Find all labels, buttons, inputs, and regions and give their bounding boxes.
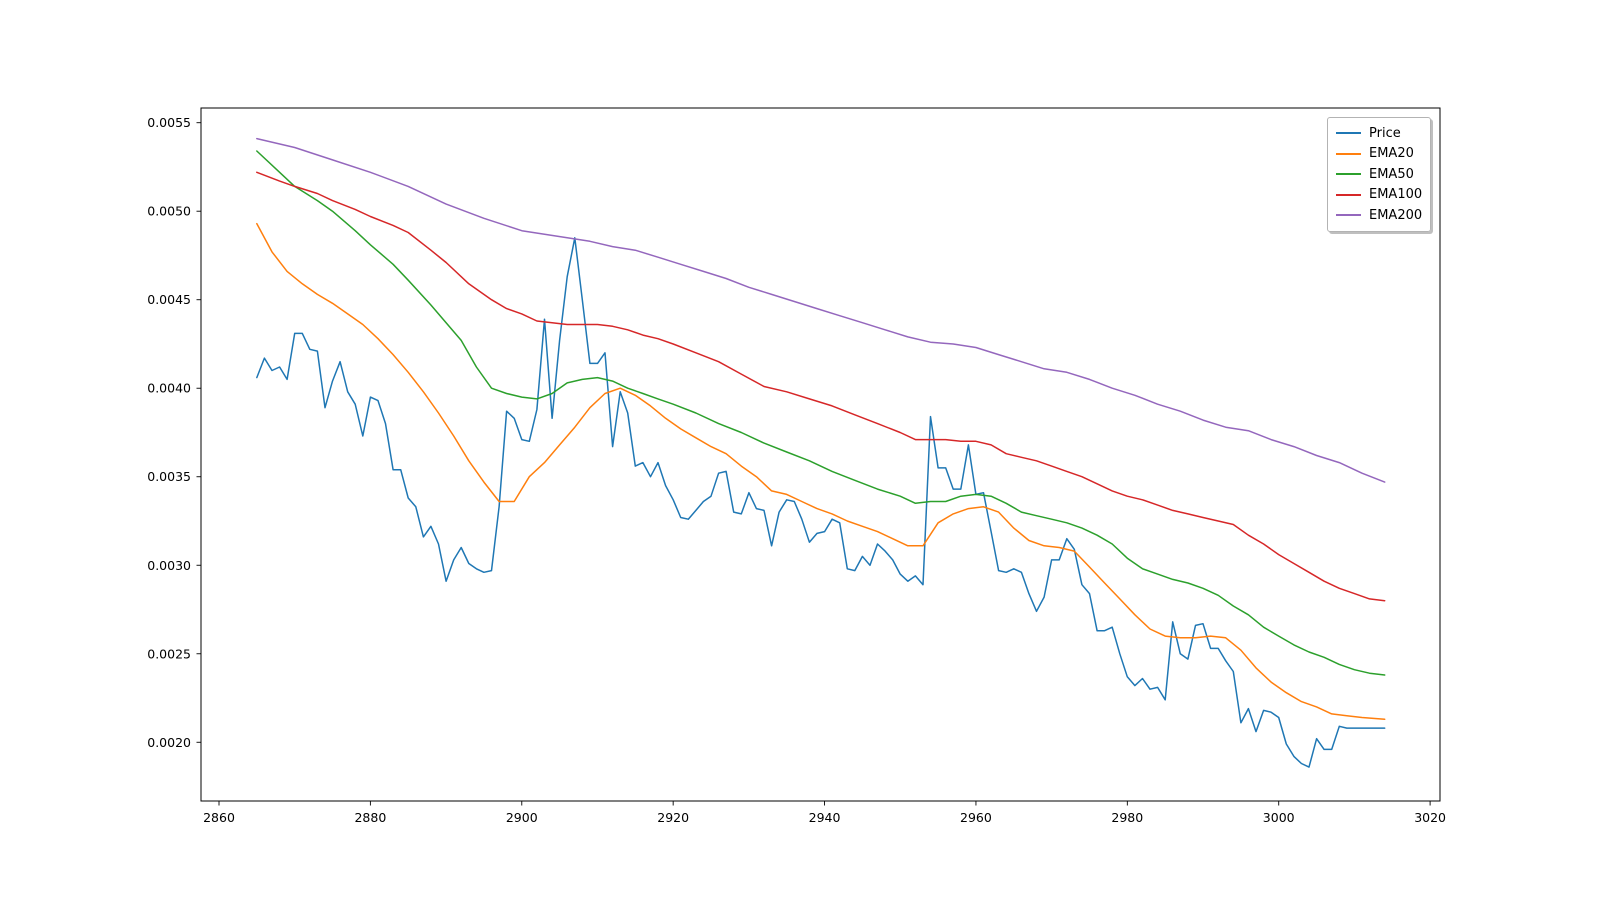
y-tick-label: 0.0025 bbox=[147, 646, 191, 661]
x-tick-label: 2900 bbox=[506, 810, 538, 825]
series-line-ema200 bbox=[256, 137, 1386, 483]
y-tick-label: 0.0055 bbox=[147, 115, 191, 130]
legend-entry-ema50: EMA50 bbox=[1336, 164, 1422, 185]
x-tick-label: 2960 bbox=[960, 810, 992, 825]
legend-entry-ema100: EMA100 bbox=[1336, 185, 1422, 206]
x-tick-label: 2980 bbox=[1111, 810, 1143, 825]
legend-line-swatch-price bbox=[1336, 132, 1361, 135]
series-line-price bbox=[256, 237, 1386, 768]
series-line-ema20 bbox=[256, 222, 1386, 721]
axes-frame bbox=[200, 107, 1441, 802]
y-tick-label: 0.0045 bbox=[147, 292, 191, 307]
y-tick-label: 0.0050 bbox=[147, 204, 191, 219]
legend[interactable]: Price EMA20 EMA50 EMA100 EMA200 bbox=[1327, 117, 1432, 232]
y-tick-label: 0.0040 bbox=[147, 381, 191, 396]
series-line-ema50 bbox=[256, 150, 1386, 676]
x-tick-label: 2860 bbox=[203, 810, 235, 825]
legend-line-swatch-ema20 bbox=[1336, 152, 1361, 155]
legend-label-price: Price bbox=[1369, 125, 1401, 141]
legend-entry-ema200: EMA200 bbox=[1336, 205, 1422, 226]
legend-label-ema100: EMA100 bbox=[1369, 187, 1423, 203]
legend-line-swatch-ema50 bbox=[1336, 173, 1361, 176]
series-line-ema100 bbox=[256, 171, 1386, 602]
legend-label-ema20: EMA20 bbox=[1369, 146, 1414, 162]
y-tick-label: 0.0030 bbox=[147, 558, 191, 573]
x-tick-label: 2920 bbox=[657, 810, 689, 825]
x-tick-label: 3000 bbox=[1263, 810, 1295, 825]
legend-label-ema50: EMA50 bbox=[1369, 166, 1414, 182]
legend-line-swatch-ema200 bbox=[1336, 214, 1361, 217]
x-tick-label: 2880 bbox=[354, 810, 386, 825]
x-tick-label: 2940 bbox=[809, 810, 841, 825]
legend-entry-price: Price bbox=[1336, 123, 1422, 144]
legend-line-swatch-ema100 bbox=[1336, 193, 1361, 196]
y-tick-label: 0.0035 bbox=[147, 469, 191, 484]
y-tick-label: 0.0020 bbox=[147, 735, 191, 750]
legend-entry-ema20: EMA20 bbox=[1336, 144, 1422, 165]
x-tick-label: 3020 bbox=[1414, 810, 1446, 825]
legend-label-ema200: EMA200 bbox=[1369, 207, 1423, 223]
